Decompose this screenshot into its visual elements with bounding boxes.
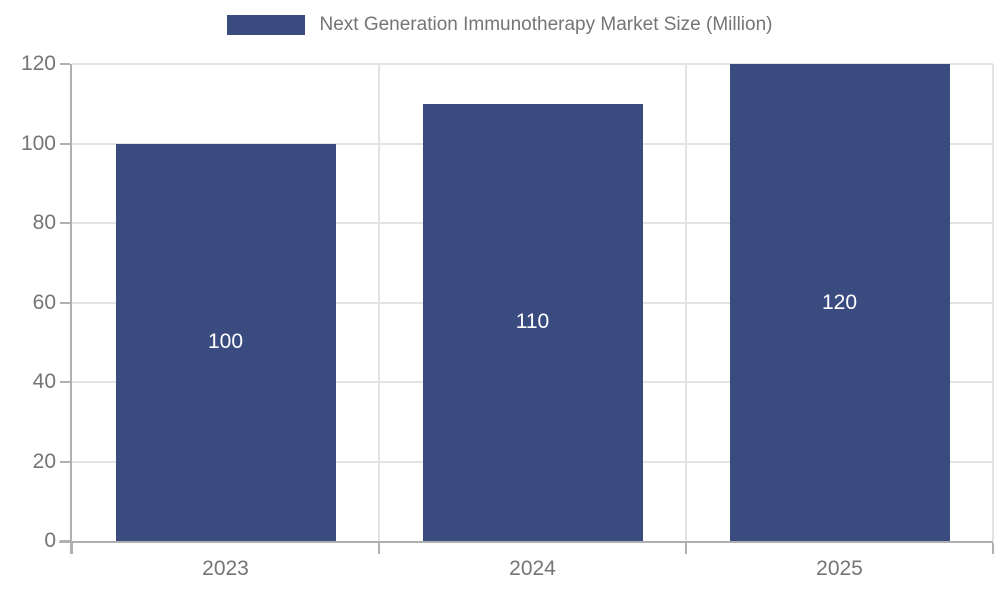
y-axis-tick [60, 540, 70, 542]
chart-legend: Next Generation Immunotherapy Market Siz… [0, 14, 1000, 36]
y-axis-tick [60, 142, 70, 145]
x-axis-category-label: 2024 [509, 557, 556, 580]
bar-value-label: 100 [207, 330, 244, 354]
bar-2025: 120 [729, 64, 950, 541]
legend-series-label: Next Generation Immunotherapy Market Siz… [319, 14, 773, 35]
bar-2024: 110 [422, 103, 643, 541]
x-axis-tick [685, 543, 687, 554]
gridline-vertical [378, 64, 380, 541]
y-axis-tick-label: 120 [20, 52, 56, 75]
x-axis-category-label: 2025 [816, 557, 863, 580]
plot-area: 0 20 40 60 80 100 120 100 2023 110 2024 120 2025 [21, 53, 994, 580]
legend-swatch [227, 15, 306, 35]
y-axis-tick [60, 381, 70, 383]
bar-value-label: 110 [515, 310, 550, 334]
y-axis-tick [60, 222, 70, 224]
y-axis-line [70, 64, 72, 554]
y-axis-tick-label: 0 [44, 529, 56, 552]
x-axis-tick [992, 543, 994, 554]
bar-2023: 100 [115, 143, 336, 541]
gridline-horizontal [72, 63, 993, 65]
y-axis-tick [60, 301, 70, 304]
x-axis-category-label: 2023 [202, 557, 249, 580]
y-axis-tick [60, 63, 70, 65]
x-axis-tick [378, 543, 380, 554]
gridline-vertical [685, 64, 687, 541]
y-axis-tick [60, 460, 70, 463]
y-axis-tick-label: 40 [32, 370, 56, 393]
y-axis-tick-label: 20 [32, 449, 56, 473]
bar-value-label: 120 [821, 290, 858, 314]
gridline-vertical [992, 64, 994, 541]
x-axis-tick [71, 543, 73, 554]
y-axis-tick-label: 100 [20, 131, 56, 155]
y-axis-tick-label: 60 [32, 290, 56, 314]
x-axis-line [59, 541, 993, 543]
y-axis-tick-label: 80 [32, 211, 56, 234]
